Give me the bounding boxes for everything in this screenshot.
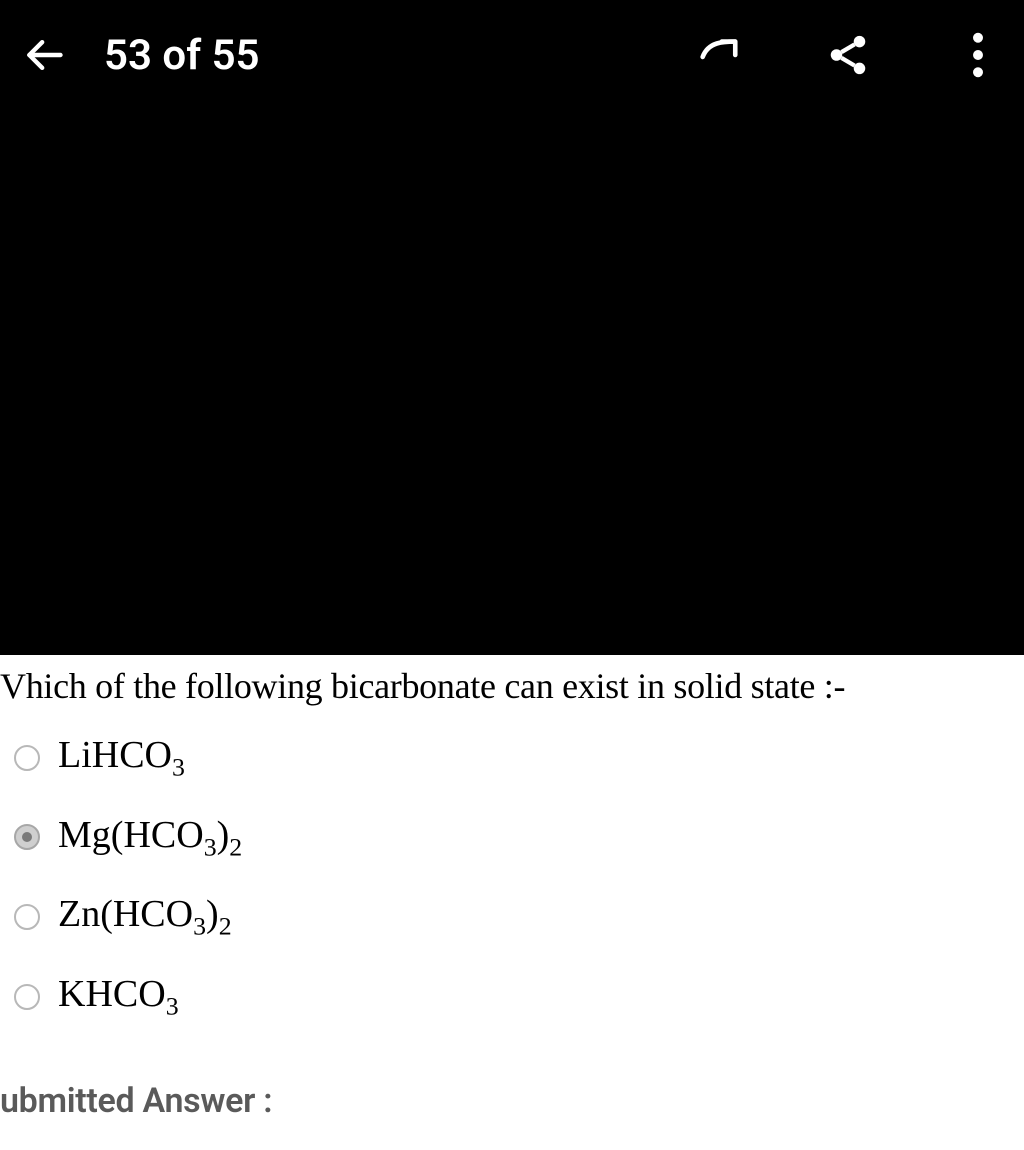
radio-icon <box>14 824 40 850</box>
image-area <box>0 110 1024 655</box>
option-c[interactable]: Zn(HCO3)2 <box>14 892 1024 942</box>
question-counter: 53 of 55 <box>104 31 260 80</box>
forward-button[interactable] <box>690 27 746 83</box>
radio-icon <box>14 984 40 1010</box>
options-list: LiHCO3 Mg(HCO3)2 Zn(HCO3)2 KHCO3 <box>0 733 1024 1021</box>
option-label: KHCO3 <box>58 972 179 1022</box>
option-a[interactable]: LiHCO3 <box>14 733 1024 783</box>
option-label: Mg(HCO3)2 <box>58 813 242 863</box>
option-label: Zn(HCO3)2 <box>58 892 232 942</box>
option-b[interactable]: Mg(HCO3)2 <box>14 813 1024 863</box>
question-text: Vhich of the following bicarbonate can e… <box>0 665 1024 733</box>
more-vertical-icon <box>972 32 984 78</box>
radio-icon <box>14 745 40 771</box>
option-d[interactable]: KHCO3 <box>14 972 1024 1022</box>
radio-icon <box>14 904 40 930</box>
share-button[interactable] <box>820 27 876 83</box>
question-panel: Vhich of the following bicarbonate can e… <box>0 655 1024 1150</box>
submitted-answer-label: ubmitted Answer : <box>0 1081 1024 1121</box>
share-icon <box>825 32 871 78</box>
option-label: LiHCO3 <box>58 733 185 783</box>
forward-arrow-icon <box>695 32 741 78</box>
more-button[interactable] <box>950 27 1006 83</box>
top-bar: 53 of 55 <box>0 0 1024 110</box>
back-arrow-icon <box>22 33 66 77</box>
back-button[interactable] <box>20 31 68 79</box>
